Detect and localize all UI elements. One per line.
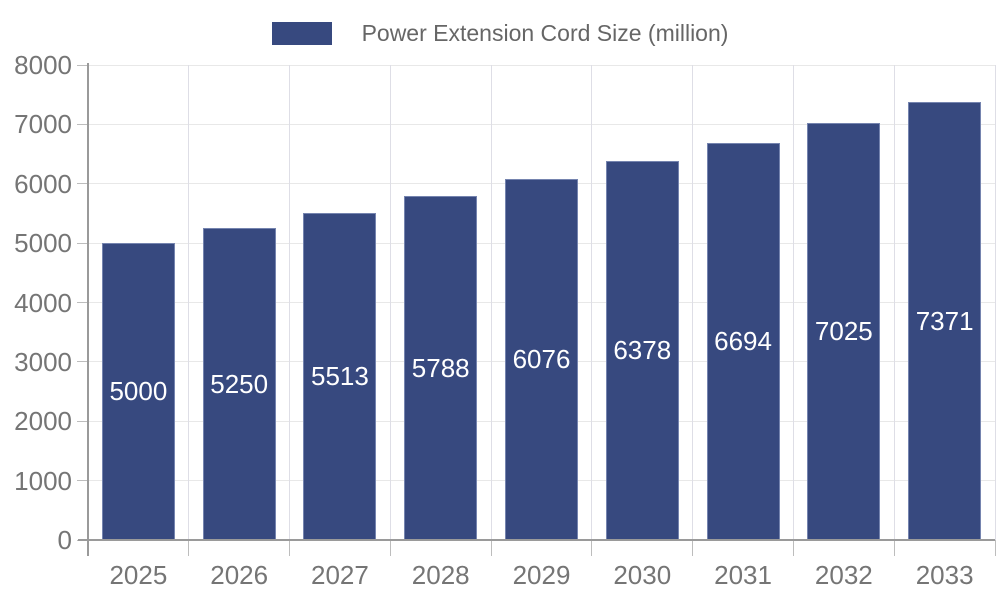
- chart-legend: Power Extension Cord Size (million): [0, 18, 1000, 48]
- gridline-vertical: [188, 65, 190, 540]
- bar-value-label: 6378: [613, 335, 672, 366]
- gridline-vertical: [994, 65, 996, 540]
- bar-value-label: 6694: [714, 325, 772, 356]
- bar: 5000: [101, 243, 175, 540]
- y-axis-tick: [77, 480, 88, 482]
- y-tick-label: 2000: [14, 406, 72, 437]
- bar: 7025: [807, 122, 881, 540]
- gridline-vertical: [692, 65, 694, 540]
- bar: 5250: [202, 228, 276, 540]
- x-axis-tick: [188, 540, 190, 556]
- x-tick-label: 2025: [109, 560, 168, 590]
- gridline-horizontal: [88, 123, 995, 125]
- gridline-horizontal: [88, 64, 995, 66]
- bar: 7371: [908, 102, 982, 540]
- bar-value-label: 5250: [210, 368, 269, 399]
- y-tick-label: 7000: [14, 109, 72, 140]
- gridline-vertical: [389, 65, 391, 540]
- x-axis-tick: [994, 540, 996, 556]
- y-axis-tick: [77, 361, 88, 363]
- y-axis-tick: [77, 123, 88, 125]
- gridline-vertical: [591, 65, 593, 540]
- x-tick-label: 2032: [814, 560, 873, 590]
- x-tick-label: 2026: [210, 560, 269, 590]
- x-axis-tick: [792, 540, 794, 556]
- y-axis-tick: [77, 420, 88, 422]
- y-tick-label: 5000: [14, 228, 72, 259]
- bar: 5788: [404, 196, 478, 540]
- y-axis-tick: [77, 183, 88, 185]
- x-tick-label: 2030: [613, 560, 672, 590]
- x-axis-tick: [490, 540, 492, 556]
- x-tick-label: 2033: [915, 560, 974, 590]
- y-tick-label: 6000: [14, 168, 72, 199]
- gridline-vertical: [490, 65, 492, 540]
- legend-label: Power Extension Cord Size (million): [361, 19, 729, 46]
- y-tick-label: 4000: [14, 287, 72, 318]
- x-tick-label: 2031: [714, 560, 772, 590]
- bar-value-label: 7371: [915, 305, 974, 336]
- x-tick-label: 2028: [411, 560, 470, 590]
- bar-value-label: 5513: [311, 360, 369, 391]
- bar: 6694: [706, 142, 780, 540]
- bar-value-label: 6076: [512, 344, 571, 375]
- bar-value-label: 7025: [814, 315, 873, 346]
- x-axis-tick: [389, 540, 391, 556]
- y-axis-line: [86, 63, 89, 556]
- x-axis-tick: [591, 540, 593, 556]
- y-tick-label: 1000: [14, 465, 72, 496]
- y-axis-tick: [77, 242, 88, 244]
- bar: 5513: [303, 212, 377, 540]
- x-axis-tick: [692, 540, 694, 556]
- gridline-vertical: [289, 65, 291, 540]
- x-tick-label: 2029: [512, 560, 571, 590]
- y-tick-label: 0: [57, 525, 72, 555]
- bar: 6378: [605, 161, 679, 540]
- x-tick-label: 2027: [311, 560, 369, 590]
- y-tick-label: 8000: [14, 50, 72, 80]
- y-axis-tick: [77, 302, 88, 303]
- legend-swatch: [271, 21, 332, 45]
- y-tick-label: 3000: [14, 346, 72, 377]
- x-axis-tick: [289, 540, 291, 556]
- bar-value-label: 5000: [109, 376, 168, 407]
- x-axis-line: [78, 539, 995, 541]
- bar: 6076: [505, 179, 578, 540]
- gridline-vertical: [792, 65, 794, 540]
- bar-value-label: 5788: [411, 352, 470, 383]
- x-axis-tick: [893, 540, 895, 556]
- y-axis-tick: [77, 64, 88, 66]
- gridline-vertical: [893, 65, 895, 540]
